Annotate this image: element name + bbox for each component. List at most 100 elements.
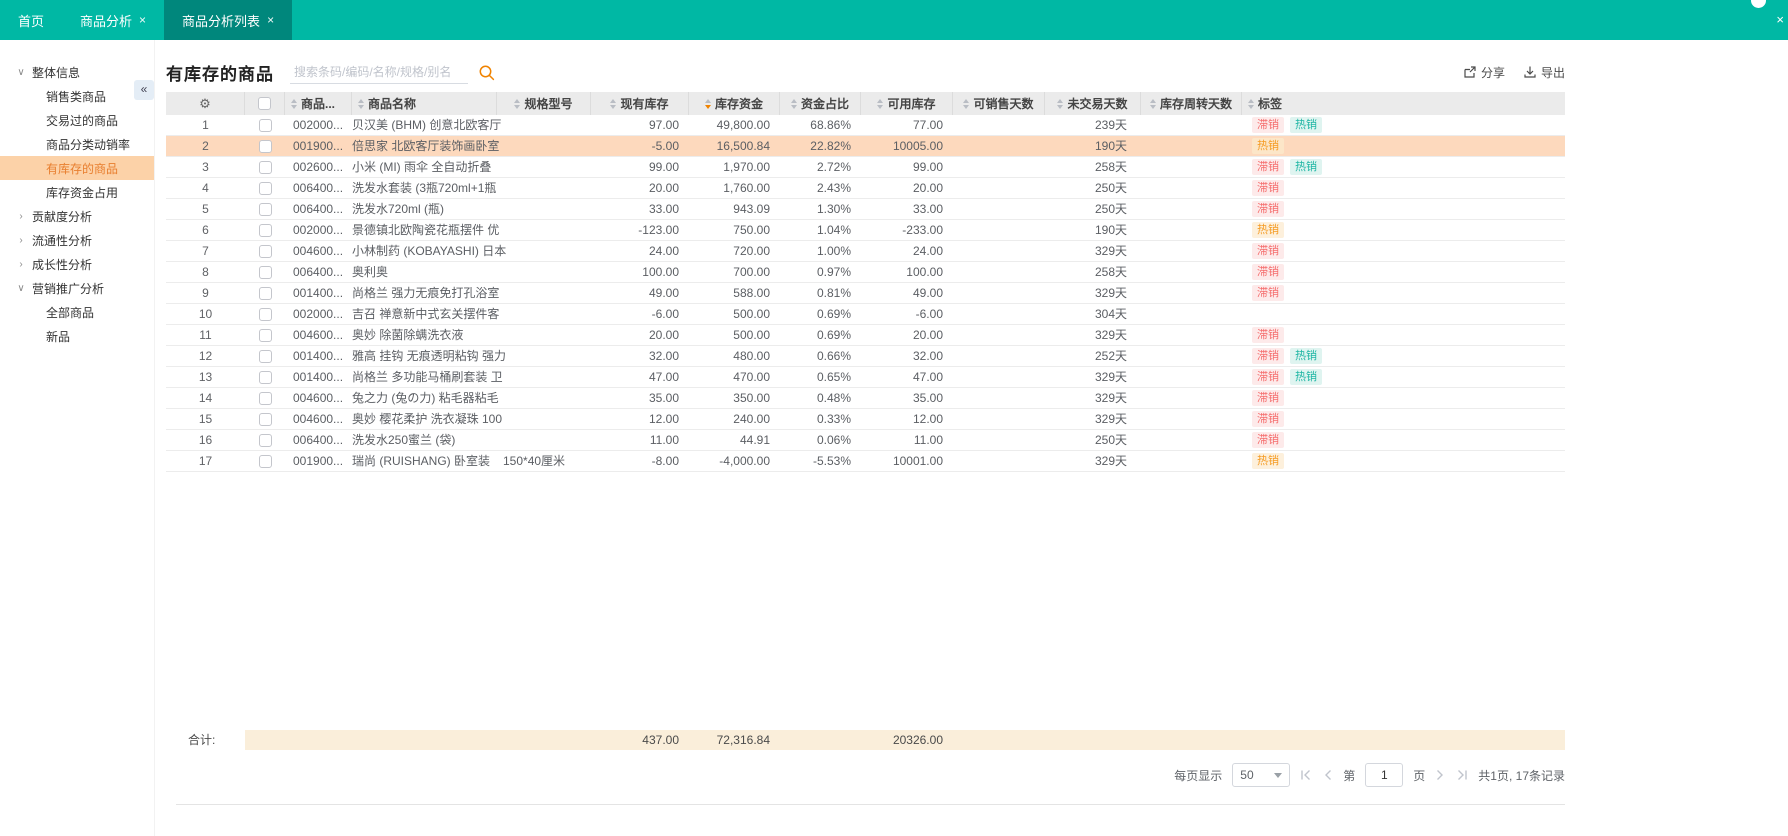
tab-2[interactable]: 商品分析列表 × — [164, 0, 293, 40]
row-checkbox[interactable] — [258, 307, 272, 321]
table-row[interactable]: 9 001400... 尚格兰 强力无痕免打孔浴室 49.00 588.00 0.81% 4… — [166, 283, 1565, 304]
sidebar-item-有库存的商品[interactable]: 有库存的商品 — [0, 156, 154, 180]
column-header-spec[interactable]: 规格型号 — [497, 92, 591, 115]
sidebar-item-全部商品[interactable]: 全部商品 — [0, 300, 154, 324]
column-header-stock[interactable]: 现有库存 — [591, 92, 689, 115]
row-checkbox[interactable] — [258, 370, 272, 384]
sidebar-item-新品[interactable]: 新品 — [0, 324, 154, 348]
table-row[interactable]: 14 004600... 兔之力 (兔の力) 粘毛器粘毛 35.00 350.00 0.4… — [166, 388, 1565, 409]
sort-carets[interactable] — [790, 98, 797, 109]
sort-asc-icon[interactable] — [790, 98, 797, 103]
sort-asc-icon[interactable] — [1149, 98, 1156, 103]
table-row[interactable]: 1 002000... 贝汉美 (BHM) 创意北欧客厅 97.00 49,800.00… — [166, 115, 1565, 136]
table-row[interactable]: 6 002000... 景德镇北欧陶瓷花瓶摆件 优 -123.00 750.00 1.04… — [166, 220, 1565, 241]
share-button[interactable]: 分享 — [1463, 64, 1505, 81]
sort-desc-icon[interactable] — [877, 104, 884, 109]
row-checkbox[interactable] — [258, 202, 272, 216]
next-page-button[interactable] — [1435, 769, 1445, 781]
column-header-idle_days[interactable]: 未交易天数 — [1045, 92, 1141, 115]
table-row[interactable]: 2 001900... 倍思家 北欧客厅装饰画卧室 -5.00 16,500.84 22.… — [166, 136, 1565, 157]
row-checkbox[interactable] — [258, 139, 272, 153]
topbar-close-icon[interactable]: × — [1776, 12, 1784, 27]
sort-desc-icon[interactable] — [790, 104, 797, 109]
table-row[interactable]: 17 001900... 瑞尚 (RUISHANG) 卧室装 150*40厘米 -8.0… — [166, 451, 1565, 472]
row-checkbox[interactable] — [258, 265, 272, 279]
first-page-button[interactable] — [1300, 769, 1313, 781]
sort-asc-icon[interactable] — [610, 98, 617, 103]
avatar[interactable] — [1751, 0, 1766, 8]
column-header-tags[interactable]: 标签 — [1242, 92, 1565, 115]
sort-desc-icon[interactable] — [963, 104, 970, 109]
chevron-right-icon[interactable]: › — [19, 258, 23, 270]
table-row[interactable]: 10 002000... 吉召 禅意新中式玄关摆件客 -6.00 500.00 0.69%… — [166, 304, 1565, 325]
column-header-fund[interactable]: 库存资金 — [689, 92, 780, 115]
select-all-checkbox[interactable] — [258, 97, 271, 110]
last-page-button[interactable] — [1455, 769, 1468, 781]
table-row[interactable]: 16 006400... 洗发水250蜜兰 (袋) 11.00 44.91 0.06% 11… — [166, 430, 1565, 451]
column-header-code[interactable]: 商品... — [285, 92, 352, 115]
page-number-input[interactable] — [1365, 763, 1404, 787]
table-row[interactable]: 12 001400... 雅高 挂钩 无痕透明粘钩 强力 32.00 480.00 0.6… — [166, 346, 1565, 367]
column-header-select[interactable] — [245, 92, 285, 115]
column-header-avail[interactable]: 可用库存 — [861, 92, 953, 115]
sort-asc-icon[interactable] — [291, 98, 297, 103]
sidebar-item-销售类商品[interactable]: 销售类商品 — [0, 84, 154, 108]
sort-desc-icon[interactable] — [358, 104, 364, 109]
column-header-settings[interactable]: ⚙ — [166, 92, 245, 115]
sort-carets[interactable] — [610, 98, 617, 109]
sort-desc-icon[interactable] — [704, 104, 711, 109]
sort-carets[interactable] — [704, 98, 711, 109]
row-checkbox[interactable] — [258, 181, 272, 195]
search-icon[interactable] — [478, 64, 495, 81]
sort-desc-icon[interactable] — [1149, 104, 1156, 109]
chevron-right-icon[interactable]: › — [19, 210, 23, 222]
settings-gear-icon[interactable]: ⚙ — [199, 95, 211, 111]
row-checkbox[interactable] — [258, 349, 272, 363]
sort-desc-icon[interactable] — [610, 104, 617, 109]
row-checkbox[interactable] — [258, 454, 272, 468]
sidebar-item-流通性分析[interactable]: › 流通性分析 — [0, 228, 154, 252]
row-checkbox[interactable] — [258, 433, 272, 447]
sidebar-item-成长性分析[interactable]: › 成长性分析 — [0, 252, 154, 276]
chevron-right-icon[interactable]: › — [19, 234, 23, 246]
sort-carets[interactable] — [514, 98, 521, 109]
sidebar-item-库存资金占用[interactable]: 库存资金占用 — [0, 180, 154, 204]
row-checkbox[interactable] — [258, 286, 272, 300]
row-checkbox[interactable] — [258, 160, 272, 174]
chevron-down-icon[interactable]: ∨ — [17, 282, 25, 294]
sort-carets[interactable] — [1149, 98, 1156, 109]
sort-carets[interactable] — [1057, 98, 1064, 109]
tab-0[interactable]: 首页 — [0, 0, 62, 40]
table-row[interactable]: 15 004600... 奥妙 樱花柔护 洗衣凝珠 100 12.00 240.00 0.… — [166, 409, 1565, 430]
table-row[interactable]: 3 002600... 小米 (MI) 雨伞 全自动折叠 99.00 1,970.00 2… — [166, 157, 1565, 178]
sort-asc-icon[interactable] — [358, 98, 364, 103]
sidebar-item-营销推广分析[interactable]: ∨ 营销推广分析 — [0, 276, 154, 300]
tab-close-icon[interactable]: × — [139, 13, 147, 27]
prev-page-button[interactable] — [1323, 769, 1333, 781]
table-row[interactable]: 4 006400... 洗发水套装 (3瓶720ml+1瓶 20.00 1,760.00… — [166, 178, 1565, 199]
table-row[interactable]: 5 006400... 洗发水720ml (瓶) 33.00 943.09 1.30% 33… — [166, 199, 1565, 220]
row-checkbox[interactable] — [258, 391, 272, 405]
table-row[interactable]: 8 006400... 奥利奥 100.00 700.00 0.97% 100.00 258天… — [166, 262, 1565, 283]
sort-asc-icon[interactable] — [704, 98, 711, 103]
sort-asc-icon[interactable] — [877, 98, 884, 103]
column-header-sell_days[interactable]: 可销售天数 — [953, 92, 1045, 115]
search-input[interactable] — [290, 60, 468, 84]
sort-desc-icon[interactable] — [1248, 104, 1254, 109]
table-row[interactable]: 11 004600... 奥妙 除菌除螨洗衣液 20.00 500.00 0.69% 20.… — [166, 325, 1565, 346]
row-checkbox[interactable] — [258, 412, 272, 426]
sort-carets[interactable] — [291, 98, 297, 109]
sort-asc-icon[interactable] — [1057, 98, 1064, 103]
sidebar-item-贡献度分析[interactable]: › 贡献度分析 — [0, 204, 154, 228]
column-header-name[interactable]: 商品名称 — [352, 92, 497, 115]
row-checkbox[interactable] — [258, 244, 272, 258]
export-button[interactable]: 导出 — [1523, 64, 1565, 81]
sidebar-collapse-button[interactable]: « — [134, 80, 154, 100]
chevron-down-icon[interactable]: ∨ — [17, 66, 25, 78]
tab-1[interactable]: 商品分析 × — [62, 0, 164, 40]
sort-carets[interactable] — [877, 98, 884, 109]
sort-carets[interactable] — [358, 98, 364, 109]
sort-asc-icon[interactable] — [514, 98, 521, 103]
sidebar-item-交易过的商品[interactable]: 交易过的商品 — [0, 108, 154, 132]
sort-carets[interactable] — [1248, 98, 1254, 109]
